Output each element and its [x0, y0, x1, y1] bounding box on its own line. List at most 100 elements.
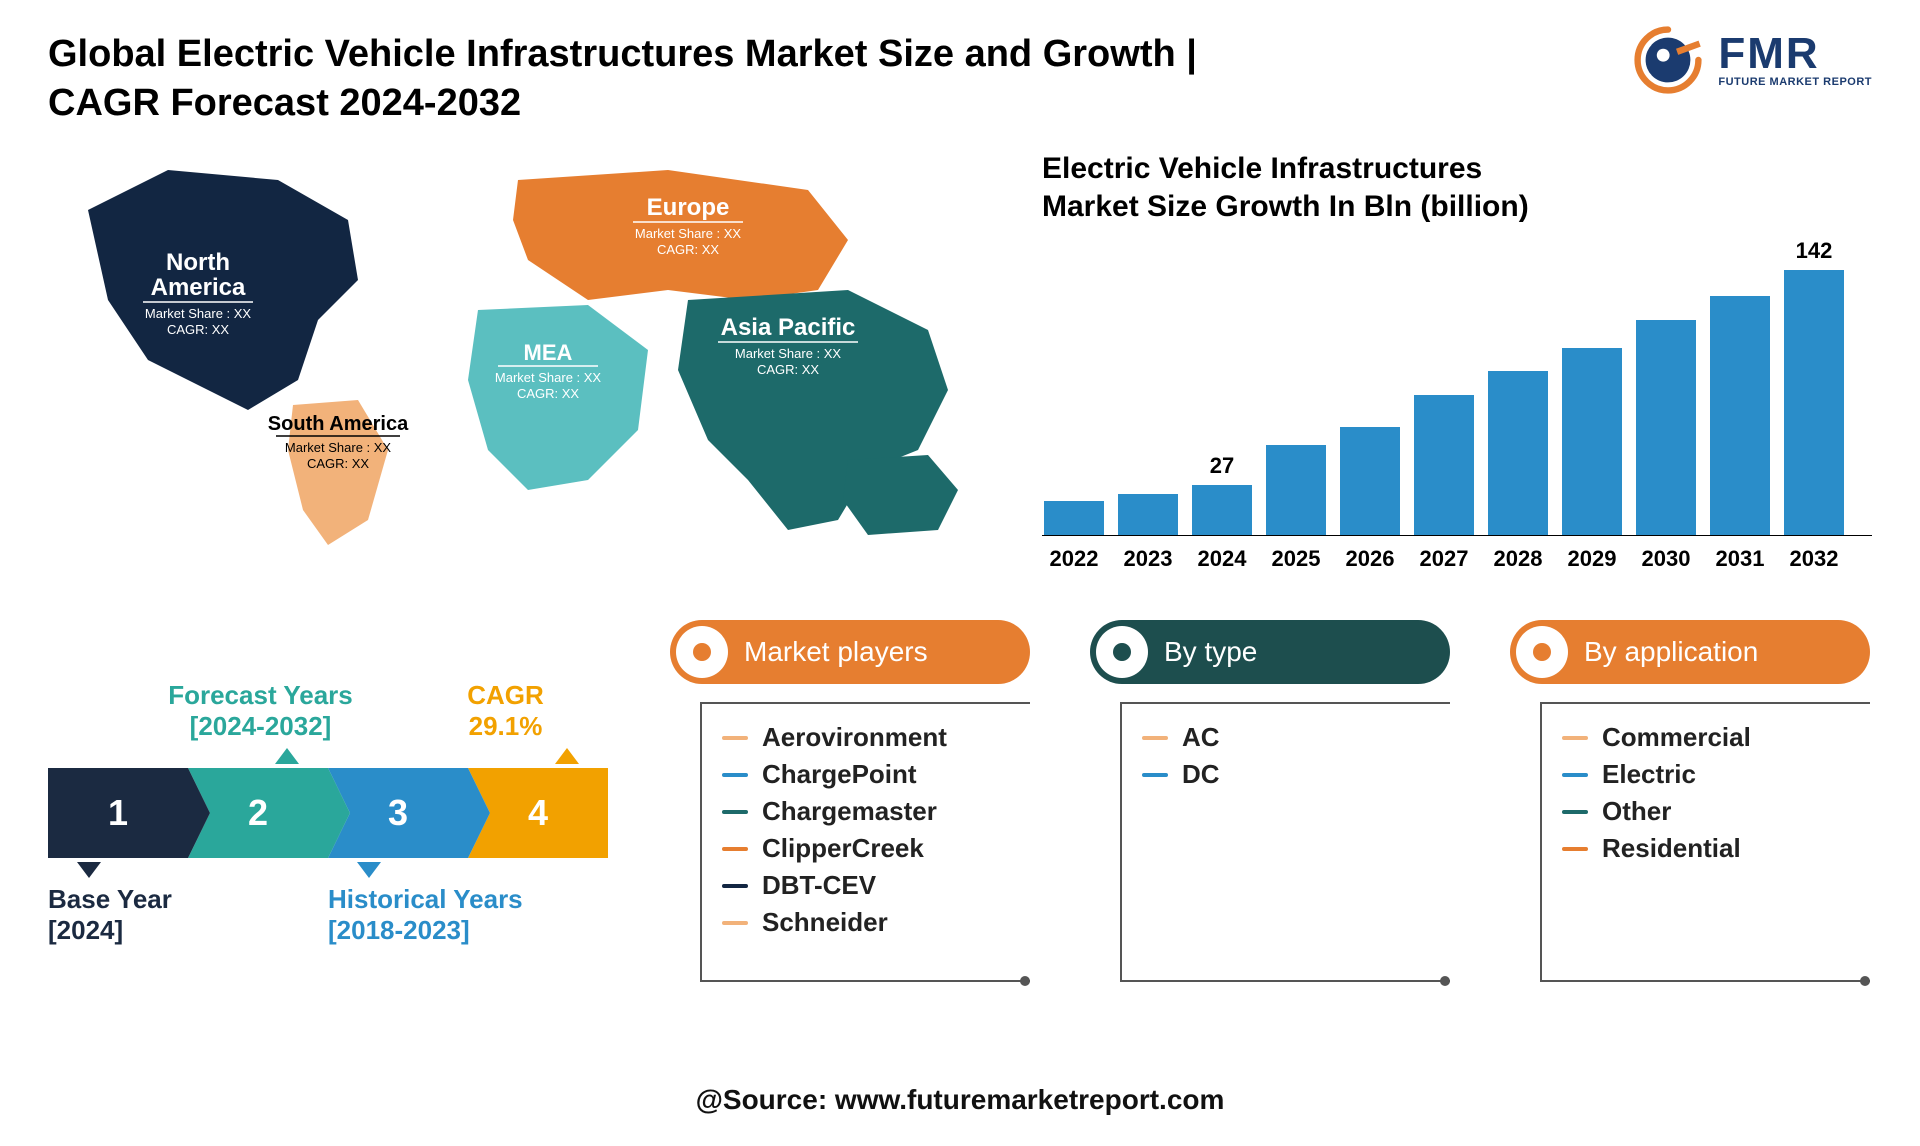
- svg-text:CAGR: XX: CAGR: XX: [517, 386, 579, 401]
- timeline-steps: 1 2 3 4: [48, 768, 608, 858]
- svg-text:North: North: [166, 249, 230, 276]
- svg-text:CAGR: XX: CAGR: XX: [757, 362, 819, 377]
- x-tick: 2027: [1412, 546, 1476, 572]
- logo: FMR FUTURE MARKET REPORT: [1628, 20, 1872, 100]
- bar-2029: [1560, 316, 1624, 535]
- bar: [1266, 445, 1326, 535]
- list-item-label: ChargePoint: [762, 759, 917, 790]
- bar: [1562, 348, 1622, 535]
- svg-text:Market Share : XX: Market Share : XX: [495, 370, 602, 385]
- list-item-label: Other: [1602, 796, 1671, 827]
- region-australia: [843, 455, 958, 535]
- bar-2026: [1338, 395, 1402, 535]
- arrow-down-icon: [77, 862, 101, 878]
- list-item-label: AC: [1182, 722, 1220, 753]
- bar: [1118, 494, 1178, 535]
- x-tick: 2023: [1116, 546, 1180, 572]
- tick-icon: [722, 921, 748, 925]
- page-title: Global Electric Vehicle Infrastructures …: [48, 30, 1248, 129]
- base-year-label: Base Year[2024]: [48, 884, 328, 946]
- bar: [1488, 371, 1548, 535]
- bar: [1044, 501, 1104, 535]
- x-tick: 2032: [1782, 546, 1846, 572]
- category-bracket: Commercial Electric Other Residential: [1540, 702, 1870, 982]
- x-tick: 2029: [1560, 546, 1624, 572]
- svg-text:MEA: MEA: [524, 340, 573, 365]
- bar: [1710, 296, 1770, 535]
- x-tick: 2025: [1264, 546, 1328, 572]
- tick-icon: [722, 736, 748, 740]
- pill-dot-icon: [1096, 626, 1148, 678]
- bar: [1784, 270, 1844, 535]
- list-item: ChargePoint: [722, 759, 1030, 790]
- fmr-logo-icon: [1628, 20, 1708, 100]
- list-item-label: ClipperCreek: [762, 833, 924, 864]
- x-tick: 2030: [1634, 546, 1698, 572]
- arrow-up-icon: [275, 748, 299, 764]
- bar-value-label: 27: [1210, 453, 1234, 479]
- arrow-up-icon: [555, 748, 579, 764]
- svg-text:CAGR: XX: CAGR: XX: [307, 456, 369, 471]
- bar: [1192, 485, 1252, 535]
- list-item-label: DC: [1182, 759, 1220, 790]
- list-item-label: Residential: [1602, 833, 1741, 864]
- bar-value-label: 142: [1796, 238, 1833, 264]
- bar-2023: [1116, 462, 1180, 535]
- category-columns: Market players Aerovironment ChargePoint Ch…: [670, 620, 1870, 982]
- category-column: Market players Aerovironment ChargePoint Ch…: [670, 620, 1030, 982]
- x-tick: 2028: [1486, 546, 1550, 572]
- list-item-label: DBT-CEV: [762, 870, 876, 901]
- bar-2030: [1634, 288, 1698, 535]
- arrow-down-icon: [357, 862, 381, 878]
- category-pill: Market players: [670, 620, 1030, 684]
- bar: [1636, 320, 1696, 535]
- list-item: Commercial: [1562, 722, 1870, 753]
- list-item: Electric: [1562, 759, 1870, 790]
- list-item-label: Commercial: [1602, 722, 1751, 753]
- step-1: 1: [48, 768, 188, 858]
- bar-2032: 142: [1782, 238, 1846, 535]
- timeline: Forecast Years[2024-2032] CAGR29.1% 1 2 …: [48, 680, 608, 946]
- forecast-label: Forecast Years[2024-2032]: [138, 680, 383, 742]
- x-tick: 2022: [1042, 546, 1106, 572]
- category-pill: By application: [1510, 620, 1870, 684]
- list-item: Chargemaster: [722, 796, 1030, 827]
- list-item: Schneider: [722, 907, 1030, 938]
- bar-chart: Electric Vehicle Infrastructures Market …: [1042, 150, 1872, 570]
- category-bracket: Aerovironment ChargePoint Chargemaster Clip…: [700, 702, 1030, 982]
- tick-icon: [1562, 810, 1588, 814]
- cagr-label: CAGR29.1%: [383, 680, 628, 742]
- svg-text:Asia Pacific: Asia Pacific: [721, 314, 856, 341]
- bar-2024: 27: [1190, 453, 1254, 535]
- tick-icon: [1142, 773, 1168, 777]
- svg-text:Market Share : XX: Market Share : XX: [145, 306, 252, 321]
- bar: [1340, 427, 1400, 535]
- list-item: ClipperCreek: [722, 833, 1030, 864]
- category-column: By application Commercial Electric Other Res…: [1510, 620, 1870, 982]
- tick-icon: [722, 884, 748, 888]
- x-tick: 2031: [1708, 546, 1772, 572]
- list-item: Aerovironment: [722, 722, 1030, 753]
- x-tick: 2026: [1338, 546, 1402, 572]
- tick-icon: [1142, 736, 1168, 740]
- chart-title: Electric Vehicle Infrastructures Market …: [1042, 150, 1562, 225]
- category-title: By application: [1584, 636, 1758, 668]
- category-column: By typeACDC: [1090, 620, 1450, 982]
- category-title: Market players: [744, 636, 928, 668]
- svg-text:Market Share : XX: Market Share : XX: [735, 346, 842, 361]
- tick-icon: [1562, 773, 1588, 777]
- svg-text:America: America: [151, 274, 246, 301]
- source-footer: @Source: www.futuremarketreport.com: [696, 1084, 1225, 1116]
- logo-text: FMR: [1718, 32, 1872, 76]
- list-item-label: Chargemaster: [762, 796, 937, 827]
- list-item-label: Schneider: [762, 907, 888, 938]
- x-tick: 2024: [1190, 546, 1254, 572]
- list-item: Residential: [1562, 833, 1870, 864]
- list-item: DBT-CEV: [722, 870, 1030, 901]
- historical-label: Historical Years[2018-2023]: [328, 884, 608, 946]
- list-item-label: Electric: [1602, 759, 1696, 790]
- tick-icon: [722, 810, 748, 814]
- bar-2028: [1486, 339, 1550, 535]
- svg-text:Market Share : XX: Market Share : XX: [635, 226, 742, 241]
- svg-text:CAGR: XX: CAGR: XX: [167, 322, 229, 337]
